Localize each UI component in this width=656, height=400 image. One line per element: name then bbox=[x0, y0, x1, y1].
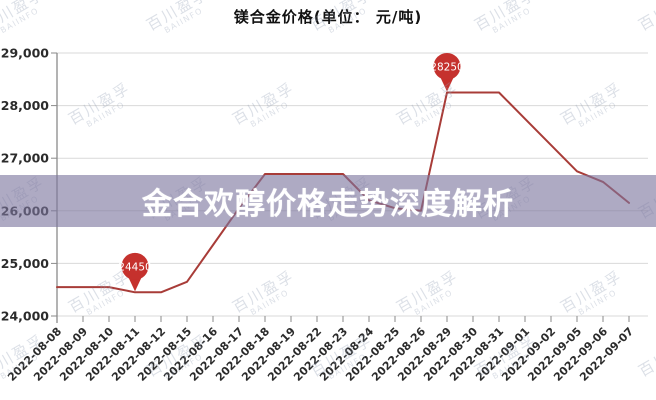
y-axis-label: 27,000 bbox=[1, 151, 50, 166]
data-label-pin bbox=[433, 52, 461, 80]
data-label-pin bbox=[121, 252, 149, 280]
headline-banner: 金合欢醇价格走势深度解析 bbox=[0, 175, 656, 227]
y-axis-label: 29,000 bbox=[1, 46, 50, 61]
data-label-pin-tail bbox=[439, 75, 455, 92]
y-axis-label: 24,000 bbox=[1, 309, 50, 324]
y-axis-label: 28,000 bbox=[1, 98, 50, 113]
headline-text: 金合欢醇价格走势深度解析 bbox=[142, 187, 514, 222]
y-axis-label: 25,000 bbox=[1, 256, 50, 271]
data-label-value: 24450 bbox=[118, 261, 151, 273]
data-label-value: 28250 bbox=[430, 61, 463, 73]
data-label-pin-tail bbox=[127, 275, 143, 292]
price-line bbox=[56, 91, 630, 294]
chart-title: 镁合金价格(单位： 元/吨) bbox=[233, 8, 423, 26]
